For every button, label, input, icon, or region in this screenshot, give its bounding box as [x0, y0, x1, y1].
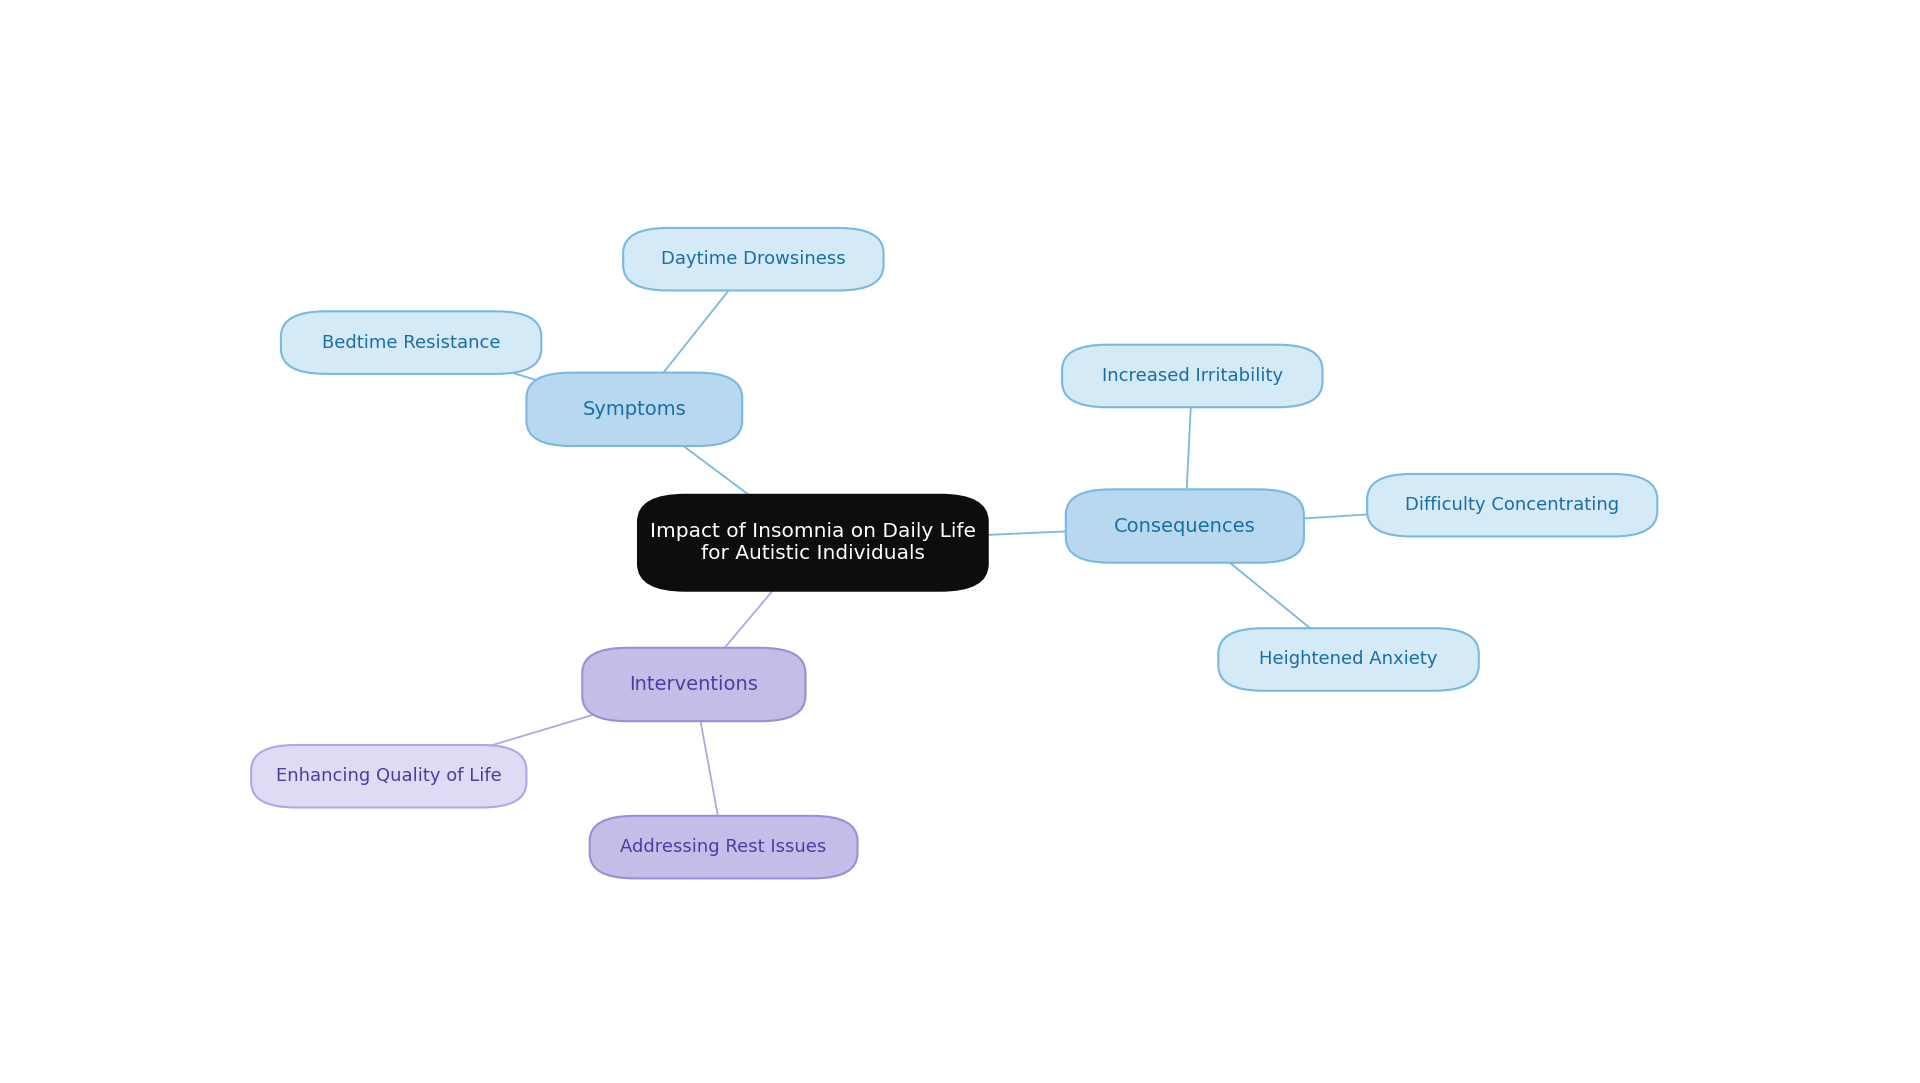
FancyBboxPatch shape [1219, 628, 1478, 691]
FancyBboxPatch shape [252, 745, 526, 808]
Text: Heightened Anxiety: Heightened Anxiety [1260, 651, 1438, 668]
Text: Impact of Insomnia on Daily Life
for Autistic Individuals: Impact of Insomnia on Daily Life for Aut… [649, 522, 975, 563]
Text: Enhancing Quality of Life: Enhancing Quality of Life [276, 767, 501, 785]
FancyBboxPatch shape [624, 227, 883, 290]
Text: Consequences: Consequences [1114, 517, 1256, 536]
Text: Addressing Rest Issues: Addressing Rest Issues [620, 838, 828, 857]
Text: Daytime Drowsiness: Daytime Drowsiness [660, 250, 845, 269]
Text: Difficulty Concentrating: Difficulty Concentrating [1405, 496, 1619, 514]
Text: Symptoms: Symptoms [582, 400, 685, 419]
Text: Increased Irritability: Increased Irritability [1102, 367, 1283, 384]
FancyBboxPatch shape [589, 815, 858, 878]
Text: Bedtime Resistance: Bedtime Resistance [323, 334, 501, 352]
FancyBboxPatch shape [526, 373, 743, 446]
FancyBboxPatch shape [1062, 344, 1323, 407]
FancyBboxPatch shape [637, 495, 987, 590]
FancyBboxPatch shape [1066, 490, 1304, 563]
FancyBboxPatch shape [582, 648, 806, 721]
FancyBboxPatch shape [280, 311, 541, 374]
FancyBboxPatch shape [1367, 474, 1657, 536]
Text: Interventions: Interventions [630, 675, 758, 694]
